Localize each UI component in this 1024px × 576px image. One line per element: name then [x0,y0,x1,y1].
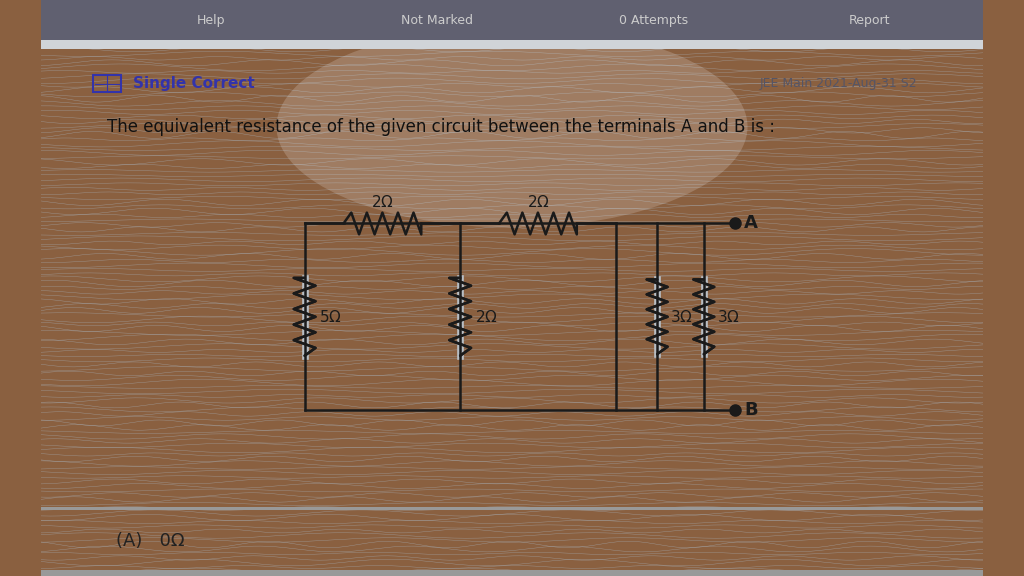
Text: Not Marked: Not Marked [400,14,473,26]
Text: 3$\Omega$: 3$\Omega$ [670,309,693,325]
Text: 2$\Omega$: 2$\Omega$ [526,194,549,210]
Text: Report: Report [849,14,891,26]
Text: 2$\Omega$: 2$\Omega$ [475,309,498,325]
Text: Help: Help [197,14,225,26]
Bar [41,40,983,49]
Ellipse shape [276,26,748,228]
Text: B: B [744,401,758,419]
Text: 0 Attempts: 0 Attempts [618,14,688,26]
Bar [41,507,983,510]
Text: 5$\Omega$: 5$\Omega$ [319,309,342,325]
Bar [41,570,983,576]
Text: 3$\Omega$: 3$\Omega$ [717,309,739,325]
Text: The equivalent resistance of the given circuit between the terminals A and B is : The equivalent resistance of the given c… [106,118,775,136]
Text: Single Correct: Single Correct [133,76,255,91]
Bar [41,0,983,40]
Text: A: A [744,214,758,233]
Text: (A)   0Ω: (A) 0Ω [117,532,184,551]
Text: JEE Main 2021-Aug-31 S2: JEE Main 2021-Aug-31 S2 [760,77,918,90]
Text: 2$\Omega$: 2$\Omega$ [371,194,394,210]
